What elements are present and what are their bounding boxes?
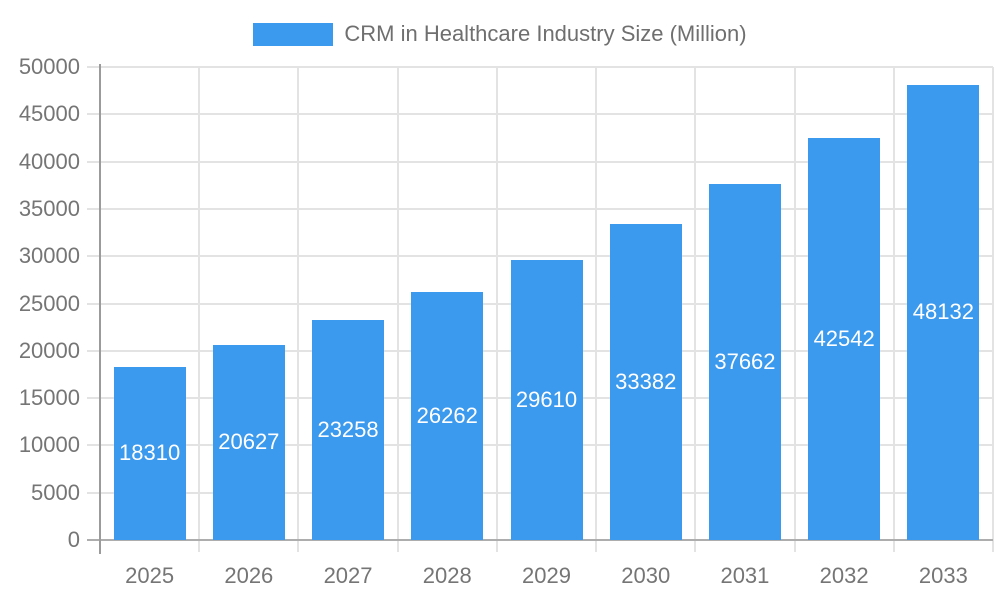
legend-swatch <box>253 22 334 46</box>
x-tick-label: 2026 <box>224 563 274 588</box>
bar-2031 <box>708 183 781 540</box>
y-tick-label: 20000 <box>18 337 80 363</box>
x-tick-label: 2032 <box>819 563 869 588</box>
x-tick-label: 2029 <box>522 563 571 588</box>
bar-value-label: 42542 <box>813 325 875 351</box>
bar-2032 <box>808 137 881 540</box>
y-tick-label: 40000 <box>18 148 80 174</box>
x-tick-label: 2031 <box>720 563 770 588</box>
bar-value-label: 29610 <box>515 386 578 412</box>
h-gridline <box>87 66 993 68</box>
h-gridline <box>87 113 993 116</box>
y-tick-label: 5000 <box>31 479 80 505</box>
y-tick-label: 35000 <box>18 195 80 221</box>
x-tick-label: 2030 <box>621 563 671 588</box>
bar-2025 <box>113 366 186 540</box>
x-tick-label: 2025 <box>125 563 175 588</box>
x-tick-label: 2027 <box>323 563 373 588</box>
bar-2028 <box>411 291 484 540</box>
y-tick-label: 50000 <box>18 54 80 79</box>
y-tick-label: 0 <box>67 527 80 552</box>
v-gridline <box>297 67 300 552</box>
y-tick-label: 15000 <box>18 385 80 411</box>
bar-value-label: 33382 <box>615 369 677 395</box>
y-tick-label: 45000 <box>18 101 80 127</box>
bar-value-label: 26262 <box>416 402 478 428</box>
bar-value-label: 48132 <box>912 299 974 325</box>
v-gridline <box>595 67 598 552</box>
bar-2027 <box>312 319 385 540</box>
bar-value-label: 20627 <box>218 429 280 455</box>
x-tick-label: 2033 <box>918 563 968 588</box>
y-tick-label: 10000 <box>18 432 80 458</box>
v-gridline <box>396 67 399 552</box>
bar-2026 <box>212 344 285 540</box>
y-tick-label: 30000 <box>18 243 80 269</box>
v-gridline <box>198 67 201 552</box>
bar-2029 <box>510 259 583 540</box>
bar-value-label: 23258 <box>317 416 379 442</box>
bar-value-label: 37662 <box>714 348 776 374</box>
plot-area: 18310 20627 23258 26262 29610 33382 37662 42542… <box>19 54 994 588</box>
bar-value-label: 18310 <box>119 440 181 466</box>
h-gridline <box>87 160 993 163</box>
legend-label: CRM in Healthcare Industry Size (Million… <box>344 21 747 46</box>
v-gridline <box>793 67 796 552</box>
v-gridline <box>992 67 994 552</box>
v-gridline <box>892 67 895 552</box>
v-gridline <box>694 67 697 552</box>
chart-legend: CRM in Healthcare Industry Size (Million… <box>0 21 1000 47</box>
h-gridline <box>87 207 993 210</box>
v-gridline <box>495 67 498 552</box>
h-gridline <box>87 255 993 258</box>
bar-2030 <box>609 224 682 540</box>
bar-2033 <box>907 84 980 540</box>
y-tick-label: 25000 <box>18 290 80 316</box>
x-tick-label: 2028 <box>422 563 472 588</box>
x-axis-line <box>87 539 993 541</box>
y-axis-line <box>99 64 101 554</box>
